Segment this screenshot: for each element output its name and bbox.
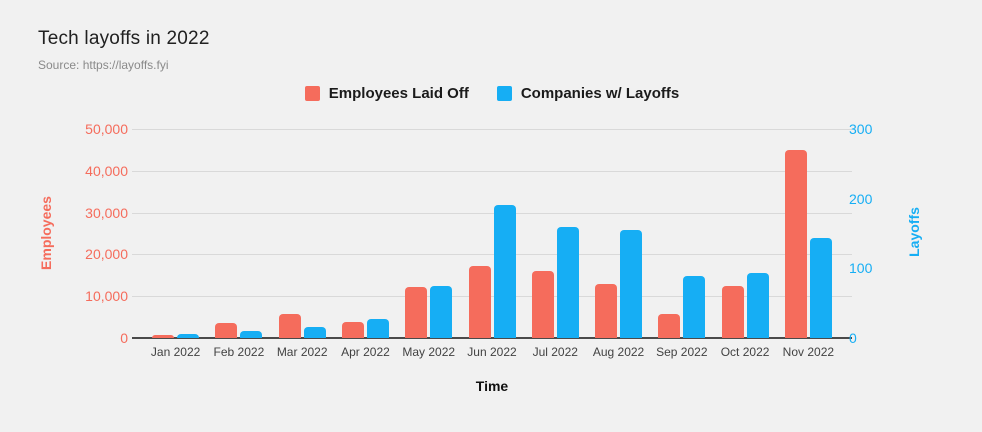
legend-item-employees[interactable]: Employees Laid Off — [304, 85, 469, 102]
bar-employees-laid-off — [278, 314, 301, 338]
right-axis-title: Layoffs — [906, 207, 922, 257]
left-axis-tick-label: 10,000 — [85, 288, 128, 305]
legend-label-companies: Companies w/ Layoffs — [520, 85, 680, 102]
right-axis-tick-label: 100 — [849, 260, 873, 277]
legend-label-employees: Employees Laid Off — [328, 85, 469, 102]
x-axis-tick-label: Mar 2022 — [276, 345, 328, 359]
chart-title: Tech layoffs in 2022 — [38, 28, 210, 49]
x-axis-tick-label: Jan 2022 — [150, 345, 201, 359]
left-axis-tick-label: 50,000 — [85, 121, 128, 137]
gridline — [132, 212, 852, 214]
companies-legend-swatch-icon — [496, 86, 512, 101]
left-axis-tick-label: 30,000 — [85, 204, 128, 221]
bar-companies-with-layoffs — [746, 272, 769, 338]
left-axis-tick-label: 20,000 — [85, 246, 128, 263]
bar-companies-with-layoffs — [366, 319, 389, 338]
gridline — [132, 254, 852, 256]
chart-subtitle: Source: https://layoffs.fyi — [38, 58, 169, 72]
gridline — [132, 129, 852, 130]
right-axis-tick-label: 300 — [849, 121, 873, 137]
x-axis-tick-label: Sep 2022 — [656, 345, 708, 359]
x-axis-tick-label: May 2022 — [402, 345, 456, 359]
bar-companies-with-layoffs — [240, 331, 263, 338]
bar-companies-with-layoffs — [430, 286, 453, 338]
x-axis-tick-label: Aug 2022 — [592, 345, 645, 359]
legend: Employees Laid Off Companies w/ Layoffs — [144, 85, 840, 102]
legend-item-companies[interactable]: Companies w/ Layoffs — [496, 85, 680, 102]
gridline — [132, 296, 852, 298]
gridline — [132, 170, 852, 172]
x-axis-title: Time — [475, 378, 509, 394]
x-axis-tick-label: Oct 2022 — [720, 345, 770, 359]
bar-employees-laid-off — [531, 271, 554, 338]
bar-companies-with-layoffs — [620, 230, 643, 338]
bar-employees-laid-off — [784, 149, 807, 338]
bar-employees-laid-off — [658, 313, 681, 338]
left-axis-tick-label: 40,000 — [85, 162, 128, 179]
bar-companies-with-layoffs — [177, 333, 200, 338]
bar-companies-with-layoffs — [683, 275, 706, 338]
bar-employees-laid-off — [341, 321, 364, 338]
x-axis-tick-label: Jun 2022 — [467, 345, 517, 359]
left-axis-tick-label: 0 — [120, 330, 128, 346]
bar-companies-with-layoffs — [556, 227, 579, 338]
right-axis-tick-label: 0 — [849, 330, 857, 346]
x-axis-tick-label: Jul 2022 — [532, 345, 578, 359]
bar-companies-with-layoffs — [809, 238, 832, 338]
bar-employees-laid-off — [468, 265, 491, 338]
x-axis-tick-label: Nov 2022 — [782, 345, 835, 359]
bar-companies-with-layoffs — [303, 326, 326, 338]
bar-employees-laid-off — [152, 335, 175, 338]
x-axis-line — [132, 337, 852, 339]
bar-employees-laid-off — [721, 286, 744, 338]
bar-employees-laid-off — [595, 284, 618, 338]
bar-employees-laid-off — [215, 322, 238, 338]
bar-companies-with-layoffs — [493, 204, 516, 338]
x-axis-tick-label: Feb 2022 — [213, 345, 265, 359]
employees-legend-swatch-icon — [304, 86, 320, 101]
x-axis-tick-label: Apr 2022 — [341, 345, 390, 359]
right-axis-tick-label: 200 — [849, 190, 873, 207]
bar-employees-laid-off — [405, 287, 428, 338]
